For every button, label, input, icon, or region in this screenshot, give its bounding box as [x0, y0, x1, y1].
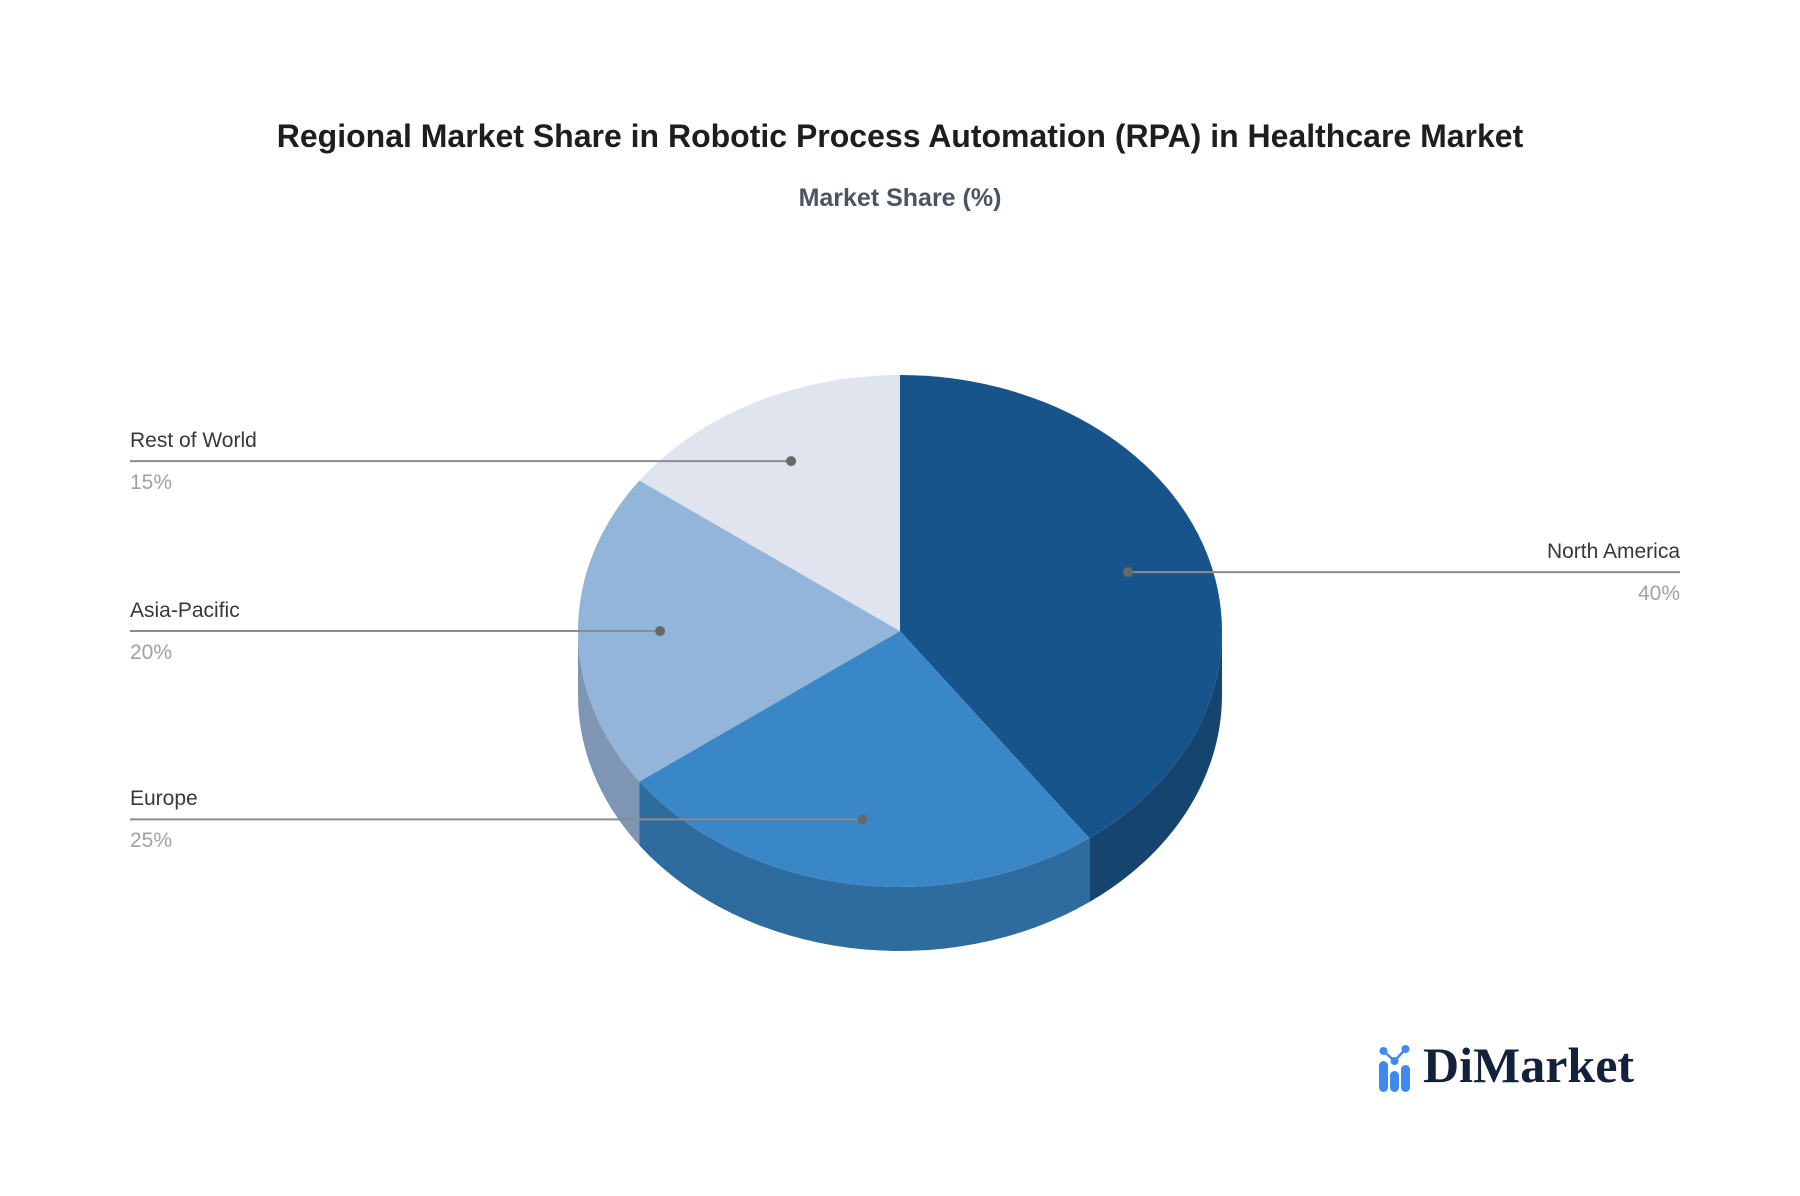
callout-dot-3	[786, 456, 797, 467]
slice-label-north-america: North America	[1546, 540, 1680, 564]
chart-title: Regional Market Share in Robotic Process…	[276, 118, 1524, 154]
dimarket-logo: DiMarket	[1378, 1037, 1635, 1093]
slice-label-rest-of-world: Rest of World	[130, 429, 257, 453]
pie-side-walls	[578, 631, 1222, 951]
pie-slice-0	[900, 375, 1222, 839]
chart-subtitle: Market Share (%)	[798, 184, 1002, 212]
callout-dot-0	[1123, 567, 1134, 578]
dimarket-logo-text: DiMarket	[1423, 1037, 1635, 1093]
callout-lines	[130, 456, 1680, 825]
pie-slice-3	[639, 375, 900, 631]
slice-label-asia-pacific: Asia-Pacific	[130, 599, 240, 622]
callout-dot-2	[655, 626, 666, 636]
slice-value-asia-pacific: 20%	[130, 641, 173, 664]
slice-label-europe: Europe	[130, 787, 198, 811]
pie-slice-2	[578, 480, 900, 782]
pie-side-1	[639, 781, 1090, 951]
slice-value-rest-of-world: 15%	[130, 471, 173, 495]
dimarket-logo-icon	[1379, 1045, 1410, 1092]
pie-top-slices	[578, 375, 1222, 887]
slice-value-europe: 25%	[130, 829, 173, 853]
pie-side-0	[1089, 631, 1222, 903]
pie-side-2	[578, 631, 640, 846]
slice-value-north-america: 40%	[1637, 582, 1680, 606]
pie-slice-1	[639, 631, 1090, 887]
callout-dot-1	[857, 814, 868, 825]
